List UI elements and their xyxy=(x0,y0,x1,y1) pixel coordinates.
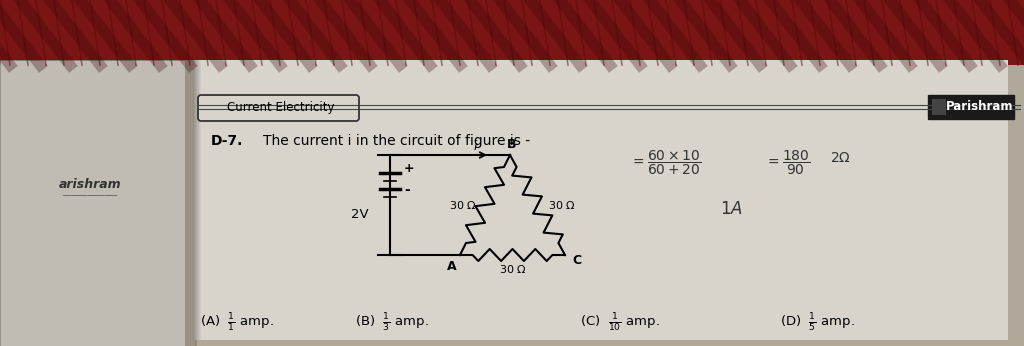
Text: (D)  $\frac{1}{5}$ amp.: (D) $\frac{1}{5}$ amp. xyxy=(780,312,855,334)
Text: +: + xyxy=(404,163,415,175)
Text: 30 $\Omega$: 30 $\Omega$ xyxy=(499,263,526,275)
Text: The current i in the circuit of figure is -: The current i in the circuit of figure i… xyxy=(263,134,530,148)
Bar xyxy=(193,60,1008,340)
Text: i: i xyxy=(473,140,477,154)
Bar xyxy=(932,99,946,115)
Text: B: B xyxy=(507,138,517,152)
Text: $2\Omega$: $2\Omega$ xyxy=(830,151,851,165)
Text: C: C xyxy=(572,254,582,266)
Text: $1A$: $1A$ xyxy=(720,201,742,219)
Text: $=\dfrac{180}{90}$: $=\dfrac{180}{90}$ xyxy=(765,149,811,177)
Text: 2V: 2V xyxy=(351,209,369,221)
Polygon shape xyxy=(0,60,195,346)
Text: -: - xyxy=(404,183,410,197)
Text: A: A xyxy=(447,261,457,273)
Text: (A)  $\frac{1}{1}$ amp.: (A) $\frac{1}{1}$ amp. xyxy=(200,312,273,334)
FancyBboxPatch shape xyxy=(198,95,359,121)
Text: Current Electricity: Current Electricity xyxy=(227,101,335,115)
FancyBboxPatch shape xyxy=(928,95,1014,119)
Text: 30 $\Omega$: 30 $\Omega$ xyxy=(450,199,477,211)
Text: arishram: arishram xyxy=(58,179,121,191)
Text: ─────────────: ───────────── xyxy=(62,193,118,199)
Bar xyxy=(185,60,197,346)
Bar xyxy=(0,0,1024,65)
Text: 30 $\Omega$: 30 $\Omega$ xyxy=(548,199,575,211)
Text: D-7.: D-7. xyxy=(211,134,244,148)
Text: $=\dfrac{60\times10}{60+20}$: $=\dfrac{60\times10}{60+20}$ xyxy=(630,149,701,177)
Text: Parishram: Parishram xyxy=(946,100,1014,113)
Text: (B)  $\frac{1}{3}$ amp.: (B) $\frac{1}{3}$ amp. xyxy=(355,312,429,334)
Text: (C)  $\frac{1}{10}$ amp.: (C) $\frac{1}{10}$ amp. xyxy=(580,312,659,334)
